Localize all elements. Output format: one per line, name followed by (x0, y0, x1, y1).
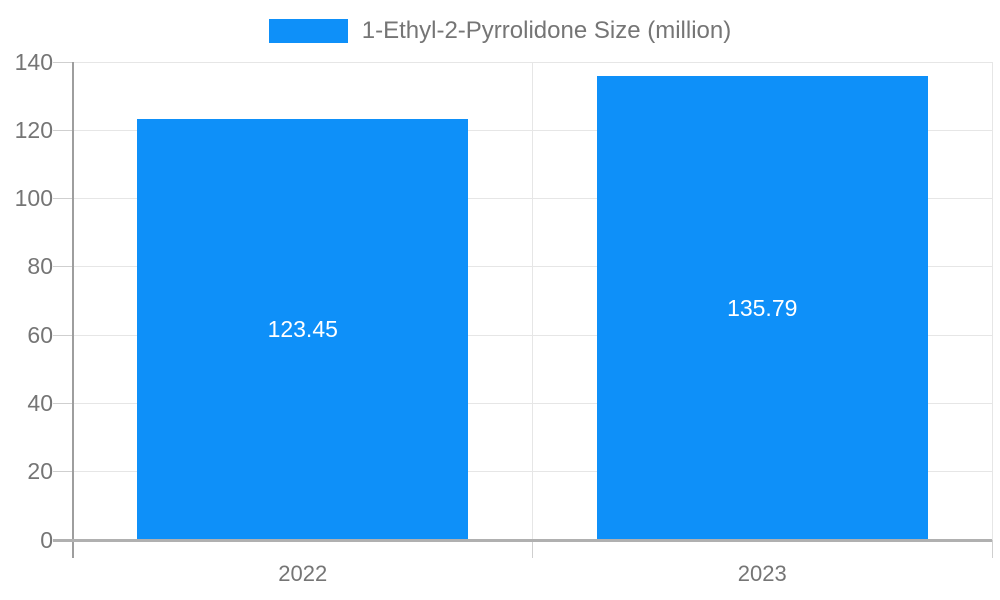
x-tick-mark (532, 540, 533, 558)
legend-label: 1-Ethyl-2-Pyrrolidone Size (million) (361, 17, 732, 44)
x-tick-label: 2023 (737, 561, 787, 586)
y-tick-label: 120 (14, 116, 53, 143)
bar-2023[interactable] (596, 76, 928, 540)
y-tick-label: 0 (40, 526, 53, 553)
x-axis-baseline (53, 539, 992, 542)
y-tick-label: 100 (14, 185, 53, 212)
x-tick-label: 2022 (278, 561, 328, 586)
y-tick-mark (53, 334, 73, 336)
y-tick-mark (53, 266, 73, 268)
y-tick-label: 140 (14, 48, 53, 75)
bar-value-label: 135.79 (727, 294, 798, 321)
y-tick-mark (53, 129, 73, 131)
y-axis-line (72, 62, 74, 558)
chart-legend[interactable]: 1-Ethyl-2-Pyrrolidone Size (million) (0, 14, 1000, 48)
bar-value-label: 123.45 (267, 315, 338, 342)
gridline-category-boundary (532, 62, 533, 540)
bar-2022[interactable] (137, 118, 469, 540)
y-tick-mark (53, 402, 73, 404)
legend-swatch (268, 19, 348, 43)
y-tick-mark (53, 198, 73, 200)
y-tick-label: 40 (27, 389, 53, 416)
y-tick-label: 80 (27, 253, 53, 280)
y-tick-label: 20 (27, 458, 53, 485)
x-tick-mark (991, 540, 993, 558)
gridline-right-edge (991, 62, 993, 540)
y-tick-label: 60 (27, 321, 53, 348)
y-tick-mark (53, 471, 73, 473)
y-tick-mark (53, 61, 73, 63)
